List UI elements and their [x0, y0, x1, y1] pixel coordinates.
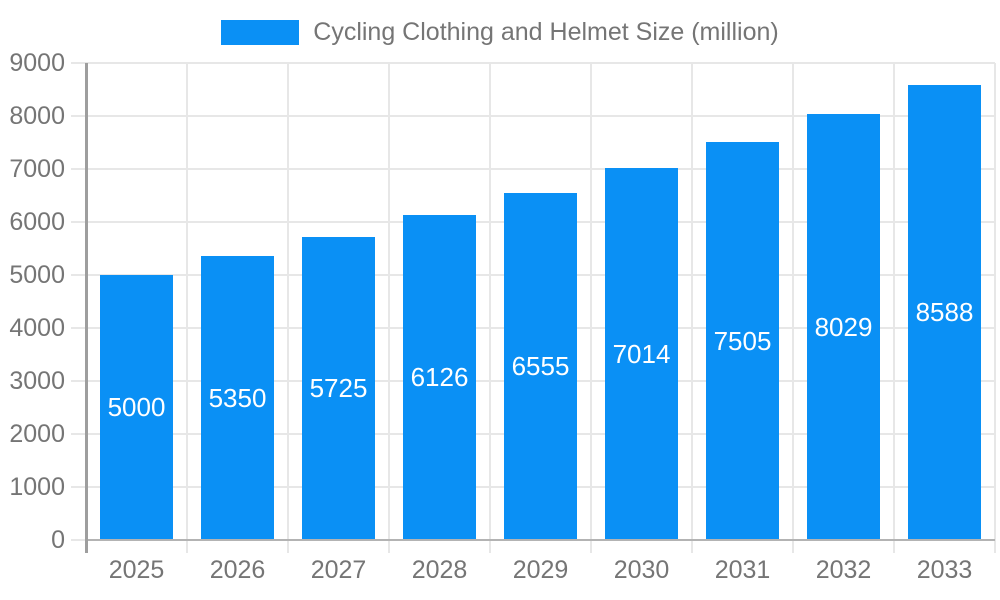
y-axis-tick [71, 327, 86, 329]
y-axis-tick [71, 433, 86, 435]
bar-2032[interactable]: 8029 [807, 114, 880, 540]
y-axis-tick [71, 221, 86, 223]
vertical-gridline [186, 63, 188, 553]
x-axis-tick-label: 2026 [209, 556, 266, 584]
vertical-gridline [792, 63, 794, 553]
legend-label: Cycling Clothing and Helmet Size (millio… [313, 18, 779, 46]
bar-value-label: 5725 [309, 372, 368, 403]
bar-value-label: 8588 [915, 296, 974, 327]
bar-2028[interactable]: 6126 [403, 215, 476, 540]
bar-2026[interactable]: 5350 [201, 256, 274, 540]
bar-value-label: 5000 [107, 392, 166, 422]
x-axis-tick-label: 2029 [512, 556, 569, 584]
y-axis-tick [71, 380, 86, 382]
vertical-gridline [388, 63, 390, 553]
y-axis-tick [71, 115, 86, 117]
x-axis-tick-label: 2031 [714, 556, 771, 584]
y-axis-tick-label: 1000 [9, 473, 65, 501]
vertical-gridline [489, 63, 491, 553]
y-axis-tick [71, 168, 86, 170]
bar-2027[interactable]: 5725 [302, 236, 375, 540]
bar-2033[interactable]: 8588 [908, 84, 981, 540]
x-axis-tick-label: 2033 [916, 556, 973, 584]
x-axis-tick-label: 2025 [108, 556, 165, 584]
bar-2031[interactable]: 7505 [706, 142, 779, 540]
y-axis-tick-label: 0 [51, 526, 65, 554]
x-axis-tick-label: 2032 [815, 556, 872, 584]
vertical-gridline [893, 63, 895, 553]
horizontal-gridline [86, 62, 995, 64]
bar-value-label: 7505 [713, 325, 772, 356]
vertical-gridline [590, 63, 592, 553]
y-axis-tick [71, 274, 86, 276]
y-axis-tick-label: 6000 [9, 208, 65, 236]
x-axis-line [86, 539, 995, 541]
y-axis-tick [71, 62, 86, 64]
bar-value-label: 8029 [814, 311, 873, 342]
y-axis-tick [71, 539, 86, 541]
x-axis-tick-label: 2030 [613, 556, 670, 584]
y-axis-tick-label: 8000 [9, 102, 65, 130]
legend-swatch [221, 19, 300, 45]
y-axis-tick-label: 3000 [9, 367, 65, 395]
plot-area: 0 1000 2000 3000 4000 5000 6000 7000 8000 9000 500… [9, 50, 996, 584]
bar-2025[interactable]: 5000 [100, 275, 173, 540]
bar-value-label: 7014 [612, 338, 671, 369]
y-axis-tick-label: 7000 [9, 155, 65, 183]
y-axis-tick-label: 2000 [9, 420, 65, 448]
vertical-gridline [691, 63, 693, 553]
bar-2029[interactable]: 6555 [504, 192, 577, 540]
y-axis-tick-label: 9000 [9, 49, 65, 77]
chart-legend[interactable]: Cycling Clothing and Helmet Size (millio… [0, 18, 1000, 46]
y-axis-tick-label: 4000 [9, 314, 65, 342]
vertical-gridline [994, 63, 996, 553]
y-axis-tick [71, 486, 86, 488]
x-axis-tick-label: 2028 [411, 556, 468, 584]
y-axis-line [85, 63, 88, 553]
bar-2030[interactable]: 7014 [605, 168, 678, 540]
y-axis-tick-label: 5000 [9, 261, 65, 289]
horizontal-gridline [86, 115, 995, 117]
vertical-gridline [287, 63, 289, 553]
horizontal-gridline [86, 168, 995, 170]
x-axis-tick-label: 2027 [310, 556, 367, 584]
bar-value-label: 6555 [511, 350, 570, 381]
bar-value-label: 5350 [208, 382, 267, 413]
bar-value-label: 6126 [410, 362, 469, 393]
